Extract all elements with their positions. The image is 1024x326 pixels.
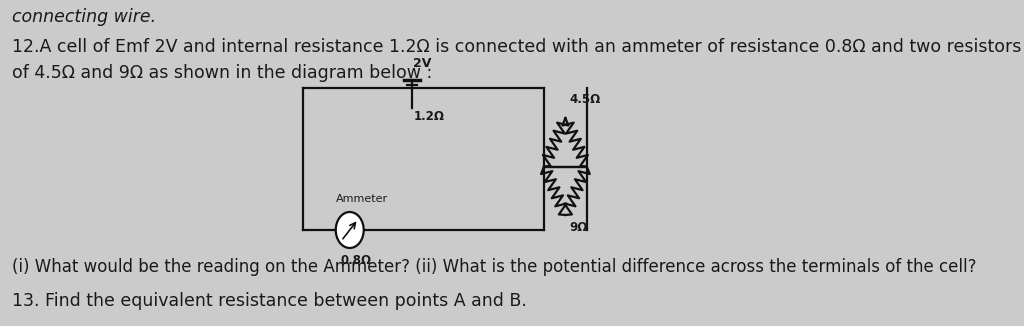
Text: 9Ω: 9Ω <box>569 221 588 234</box>
Text: 4.5Ω: 4.5Ω <box>569 93 600 106</box>
Text: 2V: 2V <box>414 57 432 70</box>
Text: 13. Find the equivalent resistance between points A and B.: 13. Find the equivalent resistance betwe… <box>12 292 527 310</box>
Text: 0.8Ω: 0.8Ω <box>340 254 372 267</box>
Text: 1.2Ω: 1.2Ω <box>414 110 444 123</box>
Text: (i) What would be the reading on the Ammeter? (ii) What is the potential differe: (i) What would be the reading on the Amm… <box>12 258 977 276</box>
Text: of 4.5Ω and 9Ω as shown in the diagram below :: of 4.5Ω and 9Ω as shown in the diagram b… <box>12 64 433 82</box>
Text: connecting wire.: connecting wire. <box>12 8 157 26</box>
Text: Ammeter: Ammeter <box>336 194 388 204</box>
Text: 12.A cell of Emf 2V and internal resistance 1.2Ω is connected with an ammeter of: 12.A cell of Emf 2V and internal resista… <box>12 38 1022 56</box>
Circle shape <box>336 212 364 248</box>
